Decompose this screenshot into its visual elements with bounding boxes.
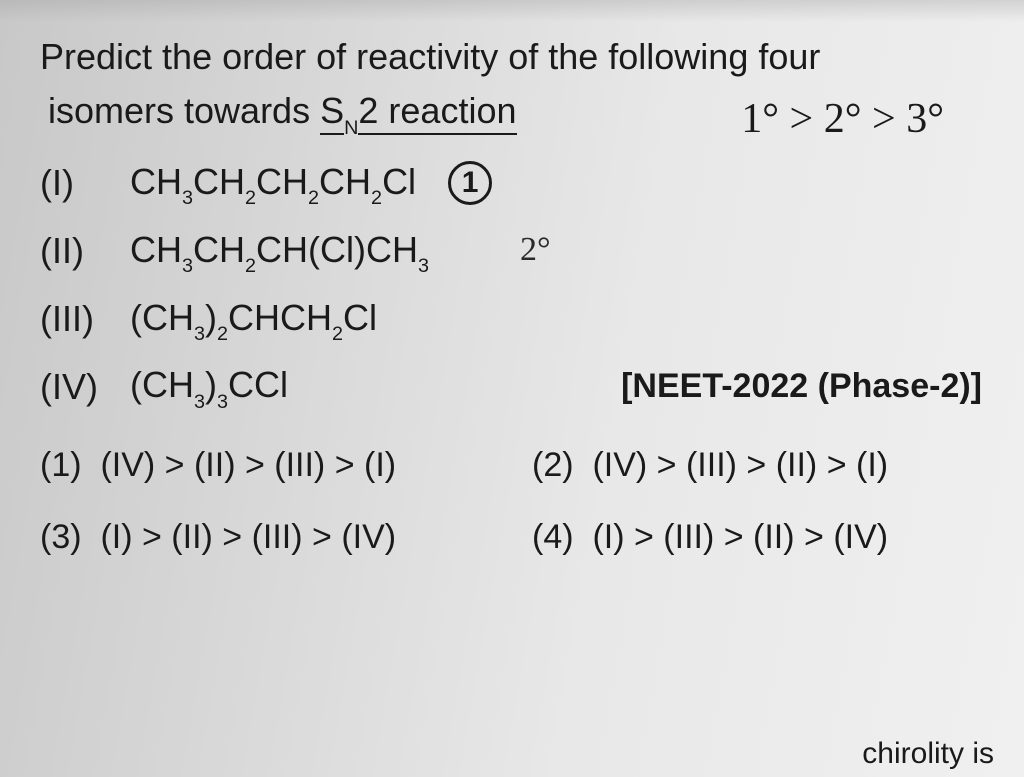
symbol-tail: 2 reaction xyxy=(358,90,516,135)
option-text: (I) > (II) > (III) > (IV) xyxy=(100,518,396,556)
formula: (CH3)3CCl xyxy=(130,356,288,416)
isomer-row-1: (I) CH3CH2CH2CH2Cl 1 xyxy=(40,153,1004,213)
isomer-row-3: (III) (CH3)2CHCH2Cl xyxy=(40,289,1004,349)
stem-line-1: Predict the order of reactivity of the f… xyxy=(40,30,1004,84)
option-3: (3) (I) > (II) > (III) > (IV) xyxy=(40,514,512,562)
option-num: (3) xyxy=(40,518,82,556)
cutoff-text: chirolity is xyxy=(862,737,994,771)
symbol-S: S xyxy=(320,90,344,135)
roman-label: (III) xyxy=(40,290,112,348)
options-grid: (1) (IV) > (II) > (III) > (I) (2) (IV) >… xyxy=(40,442,1004,561)
stem-line2-pre: isomers towards xyxy=(48,90,320,131)
handwritten-2deg: 2° xyxy=(520,223,551,277)
option-2: (2) (IV) > (III) > (II) > (I) xyxy=(532,442,1004,490)
option-text: (IV) > (II) > (III) > (I) xyxy=(100,446,396,484)
option-text: (I) > (III) > (II) > (IV) xyxy=(592,518,888,556)
isomer-row-2: (II) CH3CH2CH(Cl)CH3 2° xyxy=(40,221,1004,281)
roman-label: (I) xyxy=(40,154,112,212)
option-4: (4) (I) > (III) > (II) > (IV) xyxy=(532,514,1004,562)
circled-one-icon: 1 xyxy=(448,161,492,205)
option-num: (4) xyxy=(532,518,574,556)
source-tag: [NEET-2022 (Phase-2)] xyxy=(621,359,982,413)
roman-label: (IV) xyxy=(40,358,112,416)
isomer-row-4: (IV) (CH3)3CCl [NEET-2022 (Phase-2)] xyxy=(40,356,1004,416)
formula: (CH3)2CHCH2Cl xyxy=(130,289,377,349)
option-1: (1) (IV) > (II) > (III) > (I) xyxy=(40,442,512,490)
symbol-N: N xyxy=(344,117,358,139)
roman-label: (II) xyxy=(40,222,112,280)
option-num: (1) xyxy=(40,446,82,484)
formula: CH3CH2CH(Cl)CH3 xyxy=(130,221,429,281)
question-stem: Predict the order of reactivity of the f… xyxy=(40,30,1004,141)
formula: CH3CH2CH2CH2Cl xyxy=(130,153,416,213)
option-num: (2) xyxy=(532,446,574,484)
option-text: (IV) > (III) > (II) > (I) xyxy=(592,446,888,484)
handwritten-annotation: 1° > 2° > 3° xyxy=(741,88,944,151)
